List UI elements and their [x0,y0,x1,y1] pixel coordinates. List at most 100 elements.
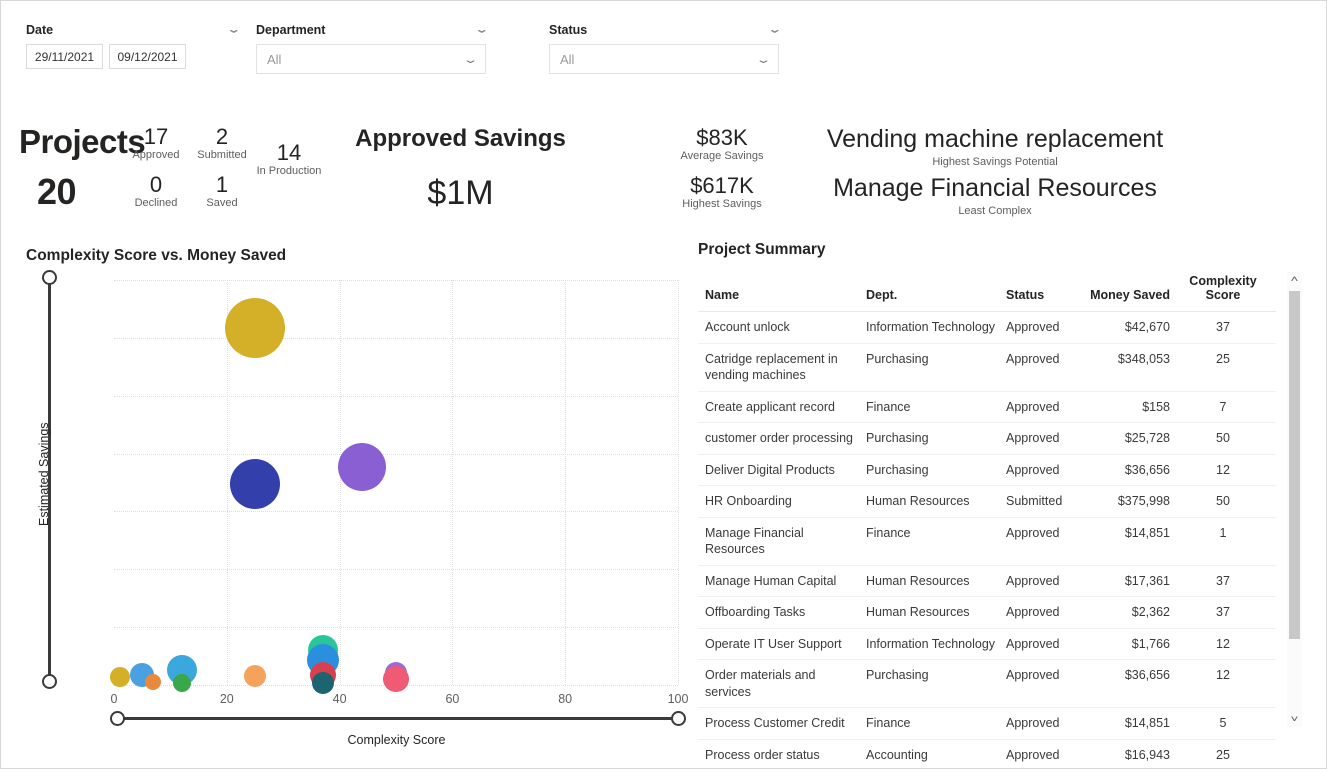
x-axis-tick-label: 100 [667,692,689,706]
scatter-plot-area[interactable]: $0.0M$0.1M$0.2M$0.3M$0.4M$0.5M$0.6M$0.7M… [109,280,688,706]
cell-dept: Purchasing [866,422,1006,455]
cell-money-saved: $375,998 [1084,485,1176,518]
status-dropdown[interactable]: All ⌄ [549,44,779,74]
table-row[interactable]: Create applicant record Finance Approved $1… [698,391,1276,423]
column-header-status[interactable]: Status [1006,268,1084,312]
x-axis-title: Complexity Score [347,733,446,747]
table-row[interactable]: Offboarding Tasks Human Resources Approved… [698,596,1276,629]
cell-money-saved: $1,766 [1084,628,1176,660]
cell-money-saved: $36,656 [1084,659,1176,708]
cell-name: Catridge replacement in vending machines [698,343,866,392]
cell-name: Deliver Digital Products [698,454,866,486]
kpi-least-complex: Manage Financial Resources Least Complex [833,174,1157,218]
chevron-down-icon: ⌄ [462,53,479,65]
date-to-input[interactable]: 09/12/2021 [109,44,186,69]
cell-dept: Human Resources [866,596,1006,629]
scatter-bubble[interactable] [311,671,334,694]
table-row[interactable]: Deliver Digital Products Purchasing Approv… [698,454,1276,486]
chevron-down-icon[interactable]: ⌄ [474,24,489,35]
cell-status: Approved [1006,739,1084,768]
column-header-complexity-score[interactable]: Complexity Score [1176,268,1276,312]
column-header-dept[interactable]: Dept. [866,268,1006,312]
table-row[interactable]: Process Customer Credit Finance Approved $1… [698,707,1276,740]
table-row[interactable]: customer order processing Purchasing Appro… [698,422,1276,455]
kpi-declined: 0 Declined [134,172,178,210]
cell-complexity-score: 1 [1176,517,1276,566]
x-axis-scroll-rail[interactable] [117,717,679,720]
table-row[interactable]: Account unlock Information Technology Appr… [698,311,1276,344]
cell-complexity-score: 37 [1176,311,1276,344]
kpi-approved: 17 Approved [132,124,180,162]
date-range-inputs: 29/11/2021 09/12/2021 [26,44,238,69]
x-axis-tick-label: 0 [110,692,118,706]
column-header-money-saved[interactable]: Money Saved [1084,268,1176,312]
scroll-up-icon[interactable]: ˄ [1290,274,1299,284]
slicer-date-header: Date ⌄ [26,23,241,37]
kpi-submitted: 2 Submitted [197,124,247,162]
table-row[interactable]: HR Onboarding Human Resources Submitted $37… [698,485,1276,518]
table-scrollbar[interactable]: ˄ ˅ [1287,272,1302,727]
table-row[interactable]: Manage Financial Resources Finance Approve… [698,517,1276,566]
cell-money-saved: $36,656 [1084,454,1176,486]
cell-name: Manage Human Capital [698,565,866,597]
gridline-horizontal [114,627,678,629]
project-summary-title: Project Summary [698,241,826,258]
cell-dept: Accounting [866,739,1006,768]
chevron-down-icon[interactable]: ⌄ [767,24,782,35]
cell-status: Approved [1006,628,1084,660]
cell-complexity-score: 25 [1176,343,1276,392]
kpi-highest-potential: Vending machine replacement Highest Savi… [826,125,1164,169]
column-header-name[interactable]: Name [698,268,866,312]
x-axis-scroll-knob-right[interactable] [671,711,686,726]
cell-dept: Finance [866,391,1006,423]
gridline-horizontal [114,337,678,339]
project-summary-table: Name Dept. Status Money Saved Complexity… [698,268,1276,768]
slicer-department-label: Department [256,23,326,37]
x-axis-scroll-knob-left[interactable] [110,711,125,726]
status-dropdown-value: All [560,51,575,67]
y-axis-scroll-knob-top[interactable] [42,270,57,285]
scatter-bubble[interactable] [145,673,162,690]
table-row[interactable]: Operate IT User Support Information Techn… [698,628,1276,660]
scatter-bubble[interactable] [383,665,409,692]
scatter-bubble[interactable] [225,298,285,359]
cell-status: Approved [1006,659,1084,708]
cell-complexity-score: 37 [1176,565,1276,597]
cell-dept: Purchasing [866,454,1006,486]
y-axis-title: Estimated Savings [37,422,51,526]
table-row[interactable]: Order materials and services Purchasing Ap… [698,659,1276,708]
chevron-down-icon[interactable]: ⌄ [226,24,241,35]
cell-dept: Human Resources [866,485,1006,518]
y-axis-scroll-rail[interactable] [48,277,51,681]
slicer-status[interactable]: Status ⌄ All ⌄ [549,23,782,74]
table-row[interactable]: Catridge replacement in vending machines… [698,343,1276,392]
x-axis-tick-label: 60 [445,692,460,706]
scatter-bubble[interactable] [172,673,191,692]
scatter-bubble[interactable] [244,664,266,687]
scatter-bubble[interactable] [230,458,280,509]
scatter-bubble[interactable] [338,443,387,492]
gridline-vertical [226,280,228,685]
cell-complexity-score: 50 [1176,485,1276,518]
scroll-down-icon[interactable]: ˅ [1290,714,1299,724]
gridline-vertical [339,280,341,685]
slicer-department[interactable]: Department ⌄ All ⌄ [256,23,489,74]
cell-name: Offboarding Tasks [698,596,866,629]
cell-status: Approved [1006,454,1084,486]
x-axis-tick-label: 80 [558,692,573,706]
department-dropdown[interactable]: All ⌄ [256,44,486,74]
y-axis-scroll-knob-bottom[interactable] [42,674,57,689]
scrollbar-thumb[interactable] [1289,291,1300,639]
table-row[interactable]: Process order status Accounting Approved $1… [698,739,1276,768]
scatter-bubble[interactable] [109,667,130,688]
date-from-input[interactable]: 29/11/2021 [26,44,103,69]
slicer-date-label: Date [26,23,54,37]
cell-money-saved: $2,362 [1084,596,1176,629]
cell-status: Approved [1006,565,1084,597]
cell-dept: Finance [866,517,1006,566]
slicer-date[interactable]: Date ⌄ 29/11/2021 09/12/2021 [26,23,241,69]
table-row[interactable]: Manage Human Capital Human Resources Appro… [698,565,1276,597]
cell-dept: Information Technology [866,628,1006,660]
kpi-average-savings: $83K Average Savings [680,125,764,163]
cell-name: HR Onboarding [698,485,866,518]
